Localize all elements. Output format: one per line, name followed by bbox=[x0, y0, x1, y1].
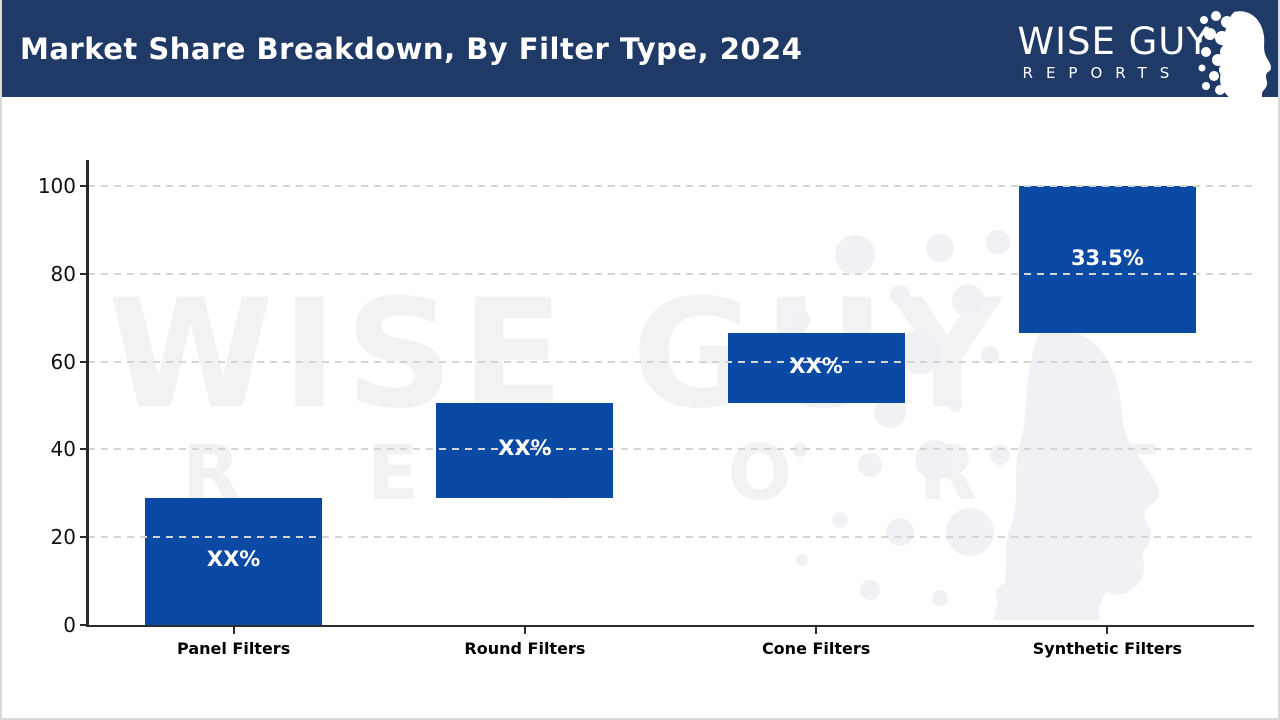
x-axis-label-panel-filters: Panel Filters bbox=[177, 639, 291, 658]
gridline-60 bbox=[88, 360, 1253, 363]
y-tick-mark bbox=[80, 448, 88, 451]
y-tick-mark bbox=[80, 624, 88, 626]
gridline-20 bbox=[88, 536, 1253, 539]
gridline-80 bbox=[88, 272, 1253, 275]
bar-value-label: 33.5% bbox=[1070, 245, 1144, 270]
x-tick-mark bbox=[1106, 626, 1109, 634]
x-axis bbox=[86, 624, 1254, 627]
bar-cone-filters bbox=[727, 333, 905, 404]
y-axis-tick-20: 20 bbox=[50, 525, 76, 550]
bar-synthetic-filters bbox=[1018, 186, 1196, 334]
bar-round-filters bbox=[436, 403, 614, 498]
bar-value-label: XX% bbox=[789, 354, 843, 379]
logo-head-icon bbox=[1196, 11, 1271, 98]
x-axis-label-round-filters: Round Filters bbox=[464, 639, 586, 658]
gridline-40 bbox=[88, 448, 1253, 451]
y-axis bbox=[86, 160, 89, 627]
gridline-100 bbox=[88, 185, 1253, 187]
x-axis-label-cone-filters: Cone Filters bbox=[761, 639, 871, 658]
y-axis-tick-40: 40 bbox=[50, 437, 76, 462]
y-tick-mark bbox=[80, 272, 88, 275]
header: Market Share Breakdown, By Filter Type, … bbox=[2, 0, 1278, 98]
y-tick-mark bbox=[80, 360, 88, 363]
y-axis-tick-60: 60 bbox=[50, 349, 76, 374]
y-tick-mark bbox=[80, 536, 88, 539]
y-axis-tick-0: 0 bbox=[63, 613, 76, 637]
brand-logo: WISE GUY REPORTS bbox=[1018, 6, 1272, 98]
x-tick-mark bbox=[232, 626, 235, 634]
y-axis-tick-80: 80 bbox=[50, 261, 76, 286]
y-tick-mark bbox=[80, 185, 88, 187]
bar-value-label: XX% bbox=[206, 547, 261, 572]
y-axis-tick-100: 100 bbox=[37, 174, 76, 198]
x-tick-mark bbox=[523, 626, 526, 634]
watermark-head-icon bbox=[786, 230, 1160, 620]
page-title: Market Share Breakdown, By Filter Type, … bbox=[20, 31, 803, 66]
logo-subtitle: REPORTS bbox=[1022, 64, 1183, 82]
bar-value-label: XX% bbox=[498, 436, 552, 461]
logo-wordmark: WISE GUY bbox=[1017, 20, 1210, 63]
x-axis-label-synthetic-filters: Synthetic Filters bbox=[1032, 639, 1182, 658]
bar-panel-filters bbox=[145, 497, 323, 625]
x-tick-mark bbox=[815, 626, 818, 634]
